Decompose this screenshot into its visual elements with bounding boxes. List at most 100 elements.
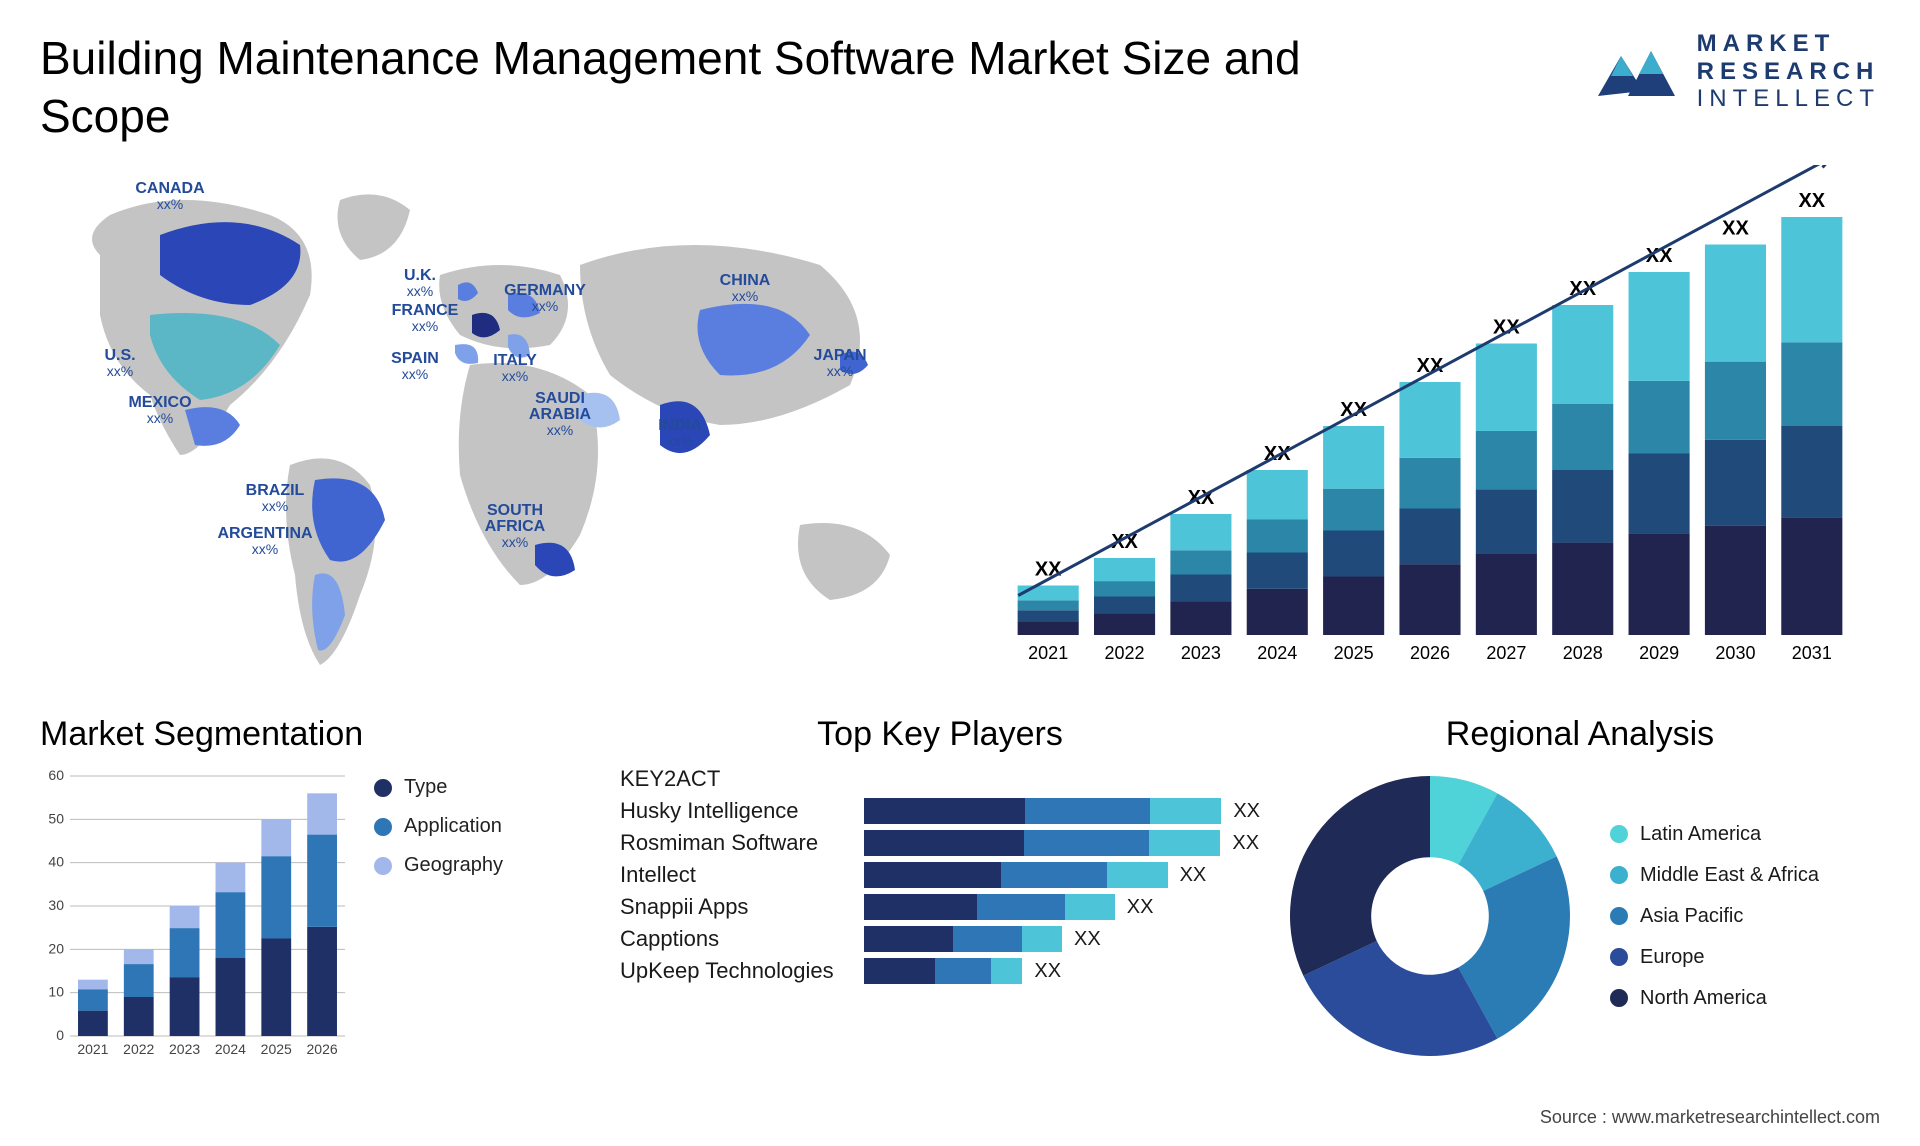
size-bar-segment xyxy=(1552,543,1613,635)
player-name: Intellect xyxy=(620,862,850,888)
player-bar-segment xyxy=(1022,926,1062,952)
size-bar-segment xyxy=(1705,362,1766,440)
player-name: Snappii Apps xyxy=(620,894,850,920)
legend-swatch-icon xyxy=(1610,825,1628,843)
size-bar-segment xyxy=(1094,581,1155,596)
seg-bar-segment xyxy=(170,928,200,977)
seg-bar-segment xyxy=(124,964,154,997)
size-bar-label: XX xyxy=(1035,559,1062,581)
player-row: Snappii Apps XX xyxy=(620,894,1260,920)
segmentation-legend: TypeApplicationGeography xyxy=(374,776,503,1066)
seg-ytick: 30 xyxy=(48,897,64,913)
player-bar xyxy=(864,862,1168,888)
size-bar-segment xyxy=(1170,575,1231,602)
seg-bar-segment xyxy=(307,793,337,834)
size-bar-segment xyxy=(1705,526,1766,635)
logo-mark-icon xyxy=(1593,36,1683,106)
size-bar-segment xyxy=(1629,381,1690,454)
player-name: UpKeep Technologies xyxy=(620,958,850,984)
region-legend-label: Middle East & Africa xyxy=(1640,864,1819,887)
regional-title: Regional Analysis xyxy=(1280,715,1880,754)
player-row: CapptionsXX xyxy=(620,926,1260,952)
player-bar-segment xyxy=(864,830,1024,856)
page-title: Building Maintenance Management Software… xyxy=(40,30,1340,145)
region-legend-item: Europe xyxy=(1610,946,1819,969)
size-bar-segment xyxy=(1018,621,1079,635)
size-year-label: 2031 xyxy=(1792,643,1832,663)
size-year-label: 2028 xyxy=(1563,643,1603,663)
size-bar-segment xyxy=(1323,426,1384,489)
legend-swatch-icon xyxy=(1610,907,1628,925)
brand-logo: MARKET RESEARCH INTELLECT xyxy=(1593,30,1880,113)
player-bar xyxy=(864,958,1022,984)
seg-ytick: 10 xyxy=(48,984,64,1000)
legend-swatch-icon xyxy=(1610,989,1628,1007)
size-bar-segment xyxy=(1399,564,1460,635)
region-legend-label: Latin America xyxy=(1640,823,1761,846)
player-bar-segment xyxy=(935,958,990,984)
legend-swatch-icon xyxy=(374,857,392,875)
segmentation-title: Market Segmentation xyxy=(40,715,600,754)
map-country-label: SPAINxx% xyxy=(391,350,439,382)
seg-ytick: 0 xyxy=(56,1027,64,1043)
size-bar-segment xyxy=(1629,533,1690,635)
size-bar-label: XX xyxy=(1722,218,1749,240)
region-legend-label: Asia Pacific xyxy=(1640,905,1743,928)
player-bar-segment xyxy=(864,926,953,952)
size-year-label: 2027 xyxy=(1486,643,1526,663)
seg-year-label: 2025 xyxy=(261,1041,292,1057)
player-bar-holder: XX xyxy=(864,830,1260,856)
size-bar-segment xyxy=(1018,600,1079,610)
player-bar-segment xyxy=(953,926,1022,952)
world-map-block: CANADAxx%U.S.xx%MEXICOxx%BRAZILxx%ARGENT… xyxy=(40,165,940,685)
player-value-label: XX xyxy=(1180,864,1207,887)
player-bar-holder: XX xyxy=(864,894,1260,920)
seg-bar-segment xyxy=(124,949,154,964)
size-bar-segment xyxy=(1247,470,1308,520)
seg-bar-segment xyxy=(261,819,291,856)
size-bar-label: XX xyxy=(1798,190,1825,212)
size-year-label: 2026 xyxy=(1410,643,1450,663)
seg-year-label: 2024 xyxy=(215,1041,246,1057)
size-bar-segment xyxy=(1247,553,1308,589)
logo-line2: RESEARCH xyxy=(1697,58,1880,86)
size-bar-segment xyxy=(1399,509,1460,565)
size-year-label: 2030 xyxy=(1715,643,1755,663)
size-bar-segment xyxy=(1170,550,1231,574)
seg-ytick: 40 xyxy=(48,854,64,870)
player-bar-segment xyxy=(1107,862,1168,888)
seg-legend-label: Type xyxy=(404,776,447,799)
player-name: Husky Intelligence xyxy=(620,798,850,824)
size-bar-segment xyxy=(1781,518,1842,635)
seg-bar-segment xyxy=(307,835,337,927)
player-bar xyxy=(864,926,1062,952)
player-bar-segment xyxy=(1149,830,1220,856)
player-bar xyxy=(864,798,1221,824)
region-legend-label: Europe xyxy=(1640,946,1705,969)
player-bar-holder: XX xyxy=(864,798,1260,824)
player-row: Rosmiman SoftwareXX xyxy=(620,830,1260,856)
seg-bar-segment xyxy=(78,989,108,1010)
size-bar-segment xyxy=(1781,217,1842,342)
regional-legend: Latin America Middle East & Africa Asia Pa… xyxy=(1610,823,1819,1010)
seg-bar-segment xyxy=(78,1011,108,1036)
size-bar-segment xyxy=(1170,514,1231,550)
player-bar-holder: XX xyxy=(864,862,1260,888)
map-country-label: U.K.xx% xyxy=(404,267,436,299)
player-value-label: XX xyxy=(1232,832,1259,855)
size-bar-segment xyxy=(1476,489,1537,553)
seg-ytick: 60 xyxy=(48,767,64,783)
player-bar-segment xyxy=(1024,830,1149,856)
size-bar-segment xyxy=(1094,558,1155,581)
region-legend-item: Latin America xyxy=(1610,823,1819,846)
player-bar-segment xyxy=(1001,862,1107,888)
seg-legend-item: Geography xyxy=(374,854,503,877)
legend-swatch-icon xyxy=(1610,866,1628,884)
segmentation-chart-svg: 0102030405060202120222023202420252026 xyxy=(40,766,350,1066)
size-bar-segment xyxy=(1323,489,1384,531)
player-bar-segment xyxy=(991,958,1023,984)
region-legend-item: Asia Pacific xyxy=(1610,905,1819,928)
market-size-chart: XX2021XX2022XX2023XX2024XX2025XX2026XX20… xyxy=(980,165,1880,685)
player-row: KEY2ACT xyxy=(620,766,1260,792)
seg-year-label: 2021 xyxy=(77,1041,108,1057)
